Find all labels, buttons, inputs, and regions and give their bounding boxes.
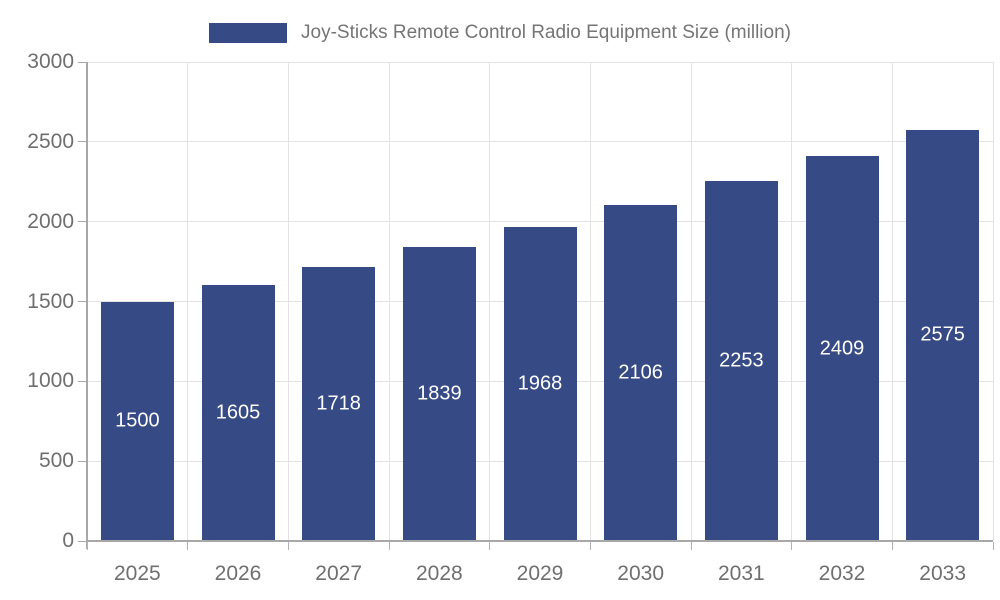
y-tick-label: 0 [62, 529, 74, 552]
x-tick [992, 542, 994, 550]
x-tick [86, 542, 88, 550]
y-tick [78, 221, 86, 223]
bar-value-label: 1605 [215, 401, 261, 424]
x-tick-label: 2031 [717, 562, 765, 585]
x-gridline [187, 62, 189, 541]
x-tick [287, 542, 289, 550]
bar-value-label: 2106 [618, 361, 663, 384]
y-tick [78, 301, 86, 302]
y-tick-label: 2000 [27, 209, 74, 233]
x-tick-label: 2025 [113, 562, 161, 585]
bar: 2106 [604, 204, 678, 541]
x-gridline [388, 62, 390, 541]
bar: 1605 [201, 284, 275, 541]
y-tick-label: 1000 [27, 369, 74, 393]
y-tick [78, 61, 86, 63]
x-tick [589, 542, 591, 550]
bar-value-label: 2409 [819, 337, 865, 360]
x-tick [690, 542, 692, 550]
y-tick [78, 380, 86, 382]
x-tick [791, 542, 793, 550]
bar-value-label: 2253 [719, 349, 764, 372]
y-tick-label: 1500 [27, 289, 74, 313]
x-gridline [287, 62, 289, 541]
y-gridline [87, 141, 993, 143]
bar: 1718 [302, 266, 376, 541]
bar-value-label: 2575 [920, 323, 965, 346]
x-gridline [992, 62, 994, 541]
y-tick-label: 500 [38, 449, 74, 473]
bar-value-label: 1968 [517, 372, 563, 395]
x-tick [388, 542, 390, 550]
bar-value-label: 1839 [417, 382, 462, 405]
x-tick [489, 542, 491, 550]
y-axis-line [86, 62, 88, 549]
x-tick-label: 2027 [315, 562, 363, 585]
x-gridline [690, 62, 692, 541]
y-tick [78, 460, 86, 462]
x-tick-label: 2030 [617, 562, 665, 585]
y-tick-label: 2500 [27, 129, 74, 153]
bar-value-label: 1718 [316, 392, 361, 415]
x-tick-label: 2033 [919, 562, 967, 585]
legend-swatch [209, 23, 288, 43]
bar: 1839 [402, 247, 476, 541]
x-tick [891, 542, 893, 550]
legend-label: Joy-Sticks Remote Control Radio Equipmen… [301, 22, 791, 43]
bar: 2409 [805, 156, 879, 541]
bar-value-label: 1500 [115, 409, 160, 432]
x-tick-label: 2028 [415, 562, 463, 585]
x-tick [187, 542, 189, 550]
x-tick-label: 2029 [516, 562, 564, 585]
legend-item[interactable]: Joy-Sticks Remote Control Radio Equipmen… [0, 22, 1000, 44]
bar: 1500 [100, 301, 174, 541]
y-tick [78, 141, 86, 143]
x-gridline [589, 62, 591, 541]
x-gridline [891, 62, 893, 541]
bar: 2575 [906, 129, 980, 541]
y-tick [78, 540, 86, 542]
x-tick-label: 2032 [818, 562, 866, 585]
x-gridline [489, 62, 491, 541]
x-tick-label: 2026 [214, 562, 262, 585]
bar: 1968 [503, 226, 577, 541]
x-gridline [791, 62, 793, 541]
y-tick-label: 3000 [27, 50, 74, 73]
bar: 2253 [704, 181, 778, 541]
y-gridline [87, 61, 993, 63]
